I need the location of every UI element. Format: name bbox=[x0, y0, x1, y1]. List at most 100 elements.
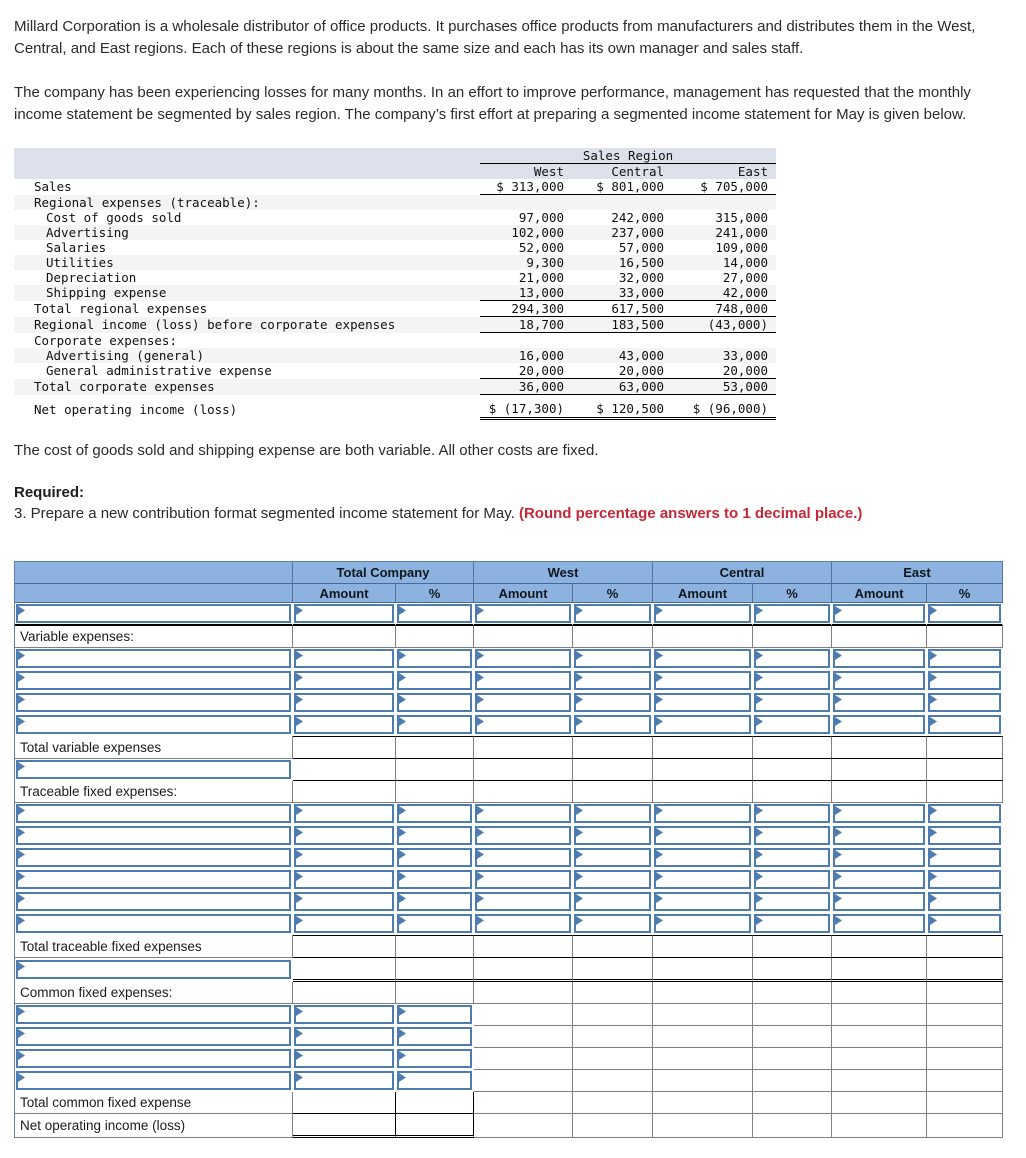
answer-input[interactable] bbox=[574, 826, 651, 845]
answer-input[interactable] bbox=[475, 848, 571, 867]
answer-input[interactable] bbox=[294, 870, 394, 889]
answer-input[interactable] bbox=[574, 848, 651, 867]
answer-input[interactable] bbox=[833, 848, 925, 867]
answer-input[interactable] bbox=[574, 693, 651, 712]
answer-input[interactable] bbox=[928, 604, 1001, 623]
answer-input[interactable] bbox=[754, 826, 830, 845]
answer-input[interactable] bbox=[294, 1027, 394, 1046]
answer-input[interactable] bbox=[475, 671, 571, 690]
answer-input[interactable] bbox=[928, 914, 1001, 933]
answer-input[interactable] bbox=[928, 671, 1001, 690]
answer-input[interactable] bbox=[294, 892, 394, 911]
answer-input[interactable] bbox=[16, 1027, 291, 1046]
answer-input[interactable] bbox=[475, 604, 571, 623]
answer-input[interactable] bbox=[475, 804, 571, 823]
answer-input[interactable] bbox=[294, 649, 394, 668]
answer-input[interactable] bbox=[16, 826, 291, 845]
answer-input[interactable] bbox=[294, 604, 394, 623]
answer-input[interactable] bbox=[16, 760, 291, 779]
answer-input[interactable] bbox=[754, 870, 830, 889]
answer-input[interactable] bbox=[294, 826, 394, 845]
answer-input[interactable] bbox=[16, 892, 291, 911]
answer-input[interactable] bbox=[654, 826, 751, 845]
answer-input[interactable] bbox=[475, 826, 571, 845]
answer-input[interactable] bbox=[16, 649, 291, 668]
answer-input[interactable] bbox=[397, 715, 472, 734]
answer-input[interactable] bbox=[833, 804, 925, 823]
answer-input[interactable] bbox=[16, 671, 291, 690]
answer-input[interactable] bbox=[294, 1071, 394, 1090]
answer-input[interactable] bbox=[294, 1049, 394, 1068]
answer-input[interactable] bbox=[574, 804, 651, 823]
answer-input[interactable] bbox=[16, 693, 291, 712]
answer-input[interactable] bbox=[397, 1027, 472, 1046]
answer-input[interactable] bbox=[754, 804, 830, 823]
answer-input[interactable] bbox=[397, 1071, 472, 1090]
answer-input[interactable] bbox=[397, 914, 472, 933]
answer-input[interactable] bbox=[654, 649, 751, 668]
answer-input[interactable] bbox=[833, 870, 925, 889]
answer-input[interactable] bbox=[294, 914, 394, 933]
answer-input[interactable] bbox=[833, 914, 925, 933]
answer-input[interactable] bbox=[294, 715, 394, 734]
answer-input[interactable] bbox=[754, 914, 830, 933]
answer-input[interactable] bbox=[833, 892, 925, 911]
answer-input[interactable] bbox=[475, 649, 571, 668]
answer-input[interactable] bbox=[574, 892, 651, 911]
answer-input[interactable] bbox=[654, 693, 751, 712]
answer-input[interactable] bbox=[16, 960, 291, 979]
answer-input[interactable] bbox=[16, 1005, 291, 1024]
answer-input[interactable] bbox=[397, 848, 472, 867]
answer-input[interactable] bbox=[16, 804, 291, 823]
answer-input[interactable] bbox=[397, 1005, 472, 1024]
answer-input[interactable] bbox=[397, 804, 472, 823]
answer-input[interactable] bbox=[397, 1049, 472, 1068]
answer-input[interactable] bbox=[294, 693, 394, 712]
answer-input[interactable] bbox=[654, 804, 751, 823]
answer-input[interactable] bbox=[833, 649, 925, 668]
answer-input[interactable] bbox=[397, 826, 472, 845]
answer-input[interactable] bbox=[574, 671, 651, 690]
answer-input[interactable] bbox=[397, 870, 472, 889]
answer-input[interactable] bbox=[294, 848, 394, 867]
answer-input[interactable] bbox=[574, 604, 651, 623]
answer-input[interactable] bbox=[654, 892, 751, 911]
answer-input[interactable] bbox=[397, 604, 472, 623]
answer-input[interactable] bbox=[833, 826, 925, 845]
answer-input[interactable] bbox=[928, 826, 1001, 845]
answer-input[interactable] bbox=[833, 604, 925, 623]
answer-input[interactable] bbox=[654, 914, 751, 933]
answer-input[interactable] bbox=[654, 870, 751, 889]
answer-input[interactable] bbox=[475, 715, 571, 734]
answer-input[interactable] bbox=[928, 693, 1001, 712]
answer-input[interactable] bbox=[754, 604, 830, 623]
answer-input[interactable] bbox=[654, 715, 751, 734]
answer-input[interactable] bbox=[475, 914, 571, 933]
answer-input[interactable] bbox=[294, 804, 394, 823]
answer-input[interactable] bbox=[16, 1071, 291, 1090]
answer-input[interactable] bbox=[754, 715, 830, 734]
answer-input[interactable] bbox=[16, 1049, 291, 1068]
answer-input[interactable] bbox=[754, 892, 830, 911]
answer-input[interactable] bbox=[397, 671, 472, 690]
answer-input[interactable] bbox=[475, 892, 571, 911]
answer-input[interactable] bbox=[928, 804, 1001, 823]
answer-input[interactable] bbox=[928, 892, 1001, 911]
answer-input[interactable] bbox=[574, 914, 651, 933]
answer-input[interactable] bbox=[397, 649, 472, 668]
answer-input[interactable] bbox=[294, 1005, 394, 1024]
answer-input[interactable] bbox=[574, 649, 651, 668]
answer-input[interactable] bbox=[928, 715, 1001, 734]
answer-input[interactable] bbox=[833, 671, 925, 690]
answer-input[interactable] bbox=[574, 870, 651, 889]
answer-input[interactable] bbox=[654, 671, 751, 690]
answer-input[interactable] bbox=[397, 892, 472, 911]
answer-input[interactable] bbox=[654, 848, 751, 867]
answer-input[interactable] bbox=[833, 693, 925, 712]
answer-input[interactable] bbox=[654, 604, 751, 623]
answer-input[interactable] bbox=[754, 848, 830, 867]
answer-input[interactable] bbox=[928, 870, 1001, 889]
answer-input[interactable] bbox=[754, 693, 830, 712]
answer-input[interactable] bbox=[833, 715, 925, 734]
answer-input[interactable] bbox=[574, 715, 651, 734]
